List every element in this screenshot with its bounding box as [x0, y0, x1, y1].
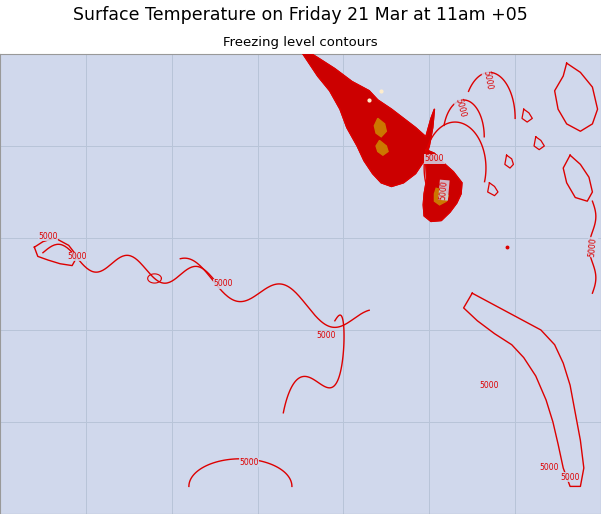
Text: 5000: 5000 — [540, 464, 560, 472]
Text: 5000: 5000 — [560, 473, 580, 482]
Polygon shape — [423, 150, 462, 222]
Polygon shape — [563, 155, 593, 201]
Text: 5000: 5000 — [439, 180, 449, 200]
Text: 5000: 5000 — [481, 69, 494, 90]
Text: 5000: 5000 — [425, 154, 444, 163]
Polygon shape — [300, 50, 435, 187]
Polygon shape — [463, 293, 584, 486]
Text: 5000: 5000 — [317, 331, 336, 340]
Text: 5000: 5000 — [213, 280, 233, 288]
Text: 5000: 5000 — [239, 458, 259, 467]
Text: Freezing level contours: Freezing level contours — [223, 35, 378, 49]
Polygon shape — [374, 118, 386, 137]
Polygon shape — [555, 63, 597, 131]
Polygon shape — [435, 188, 448, 205]
Text: 5000: 5000 — [38, 232, 58, 241]
Text: 5000: 5000 — [480, 381, 499, 390]
Text: Surface Temperature on Friday 21 Mar at 11am +05: Surface Temperature on Friday 21 Mar at … — [73, 6, 528, 24]
Text: 5000: 5000 — [453, 97, 467, 118]
Text: 5000: 5000 — [587, 237, 598, 258]
Text: 5000: 5000 — [67, 252, 87, 261]
Polygon shape — [376, 140, 388, 155]
